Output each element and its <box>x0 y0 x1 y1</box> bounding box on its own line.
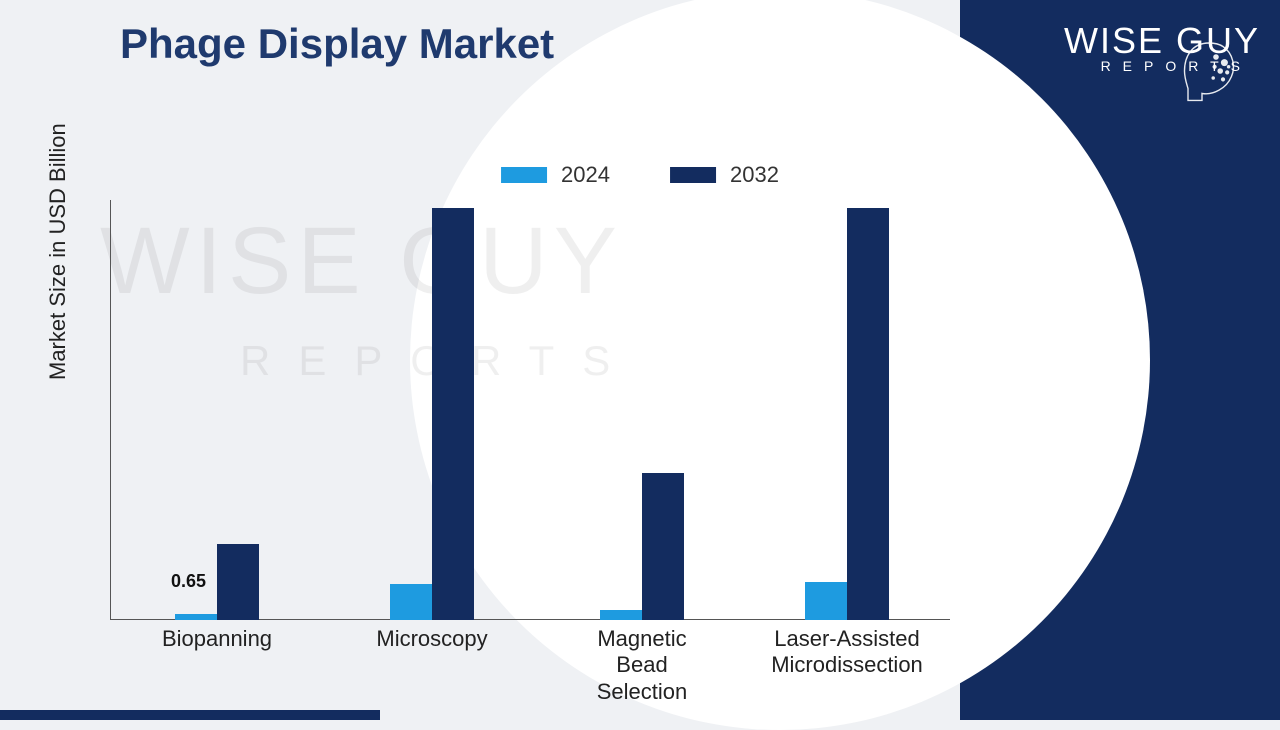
x-axis-label: MagneticBeadSelection <box>562 626 722 705</box>
x-axis-label: Biopanning <box>137 626 297 652</box>
legend-item-2024: 2024 <box>501 162 610 188</box>
x-axis-label: Microscopy <box>352 626 512 652</box>
legend: 2024 2032 <box>501 162 779 188</box>
bar-2032 <box>642 473 684 620</box>
bar-group <box>600 473 684 620</box>
bar-2032 <box>432 208 474 620</box>
bar-group <box>390 208 474 620</box>
bar-group <box>805 208 889 620</box>
legend-item-2032: 2032 <box>670 162 779 188</box>
brand-logo: WISE GUY REPORTS <box>1064 20 1260 74</box>
legend-swatch-2024 <box>501 167 547 183</box>
bar-2032 <box>847 208 889 620</box>
legend-label-2024: 2024 <box>561 162 610 188</box>
bar-2024 <box>390 584 432 620</box>
head-icon <box>1174 36 1244 106</box>
chart-title: Phage Display Market <box>120 20 554 68</box>
bar-value-label: 0.65 <box>171 571 206 592</box>
bar-2024 <box>600 610 642 621</box>
bar-2024 <box>805 582 847 620</box>
y-axis-line <box>110 200 111 620</box>
bottom-accent-bar <box>0 710 380 720</box>
chart-plot-area: BiopanningMicroscopyMagneticBeadSelectio… <box>110 200 950 620</box>
y-axis-label: Market Size in USD Billion <box>45 123 71 380</box>
legend-label-2032: 2032 <box>730 162 779 188</box>
legend-swatch-2032 <box>670 167 716 183</box>
bar-2032 <box>217 544 259 620</box>
bar-2024 <box>175 614 217 620</box>
x-axis-label: Laser-AssistedMicrodissection <box>737 626 957 679</box>
